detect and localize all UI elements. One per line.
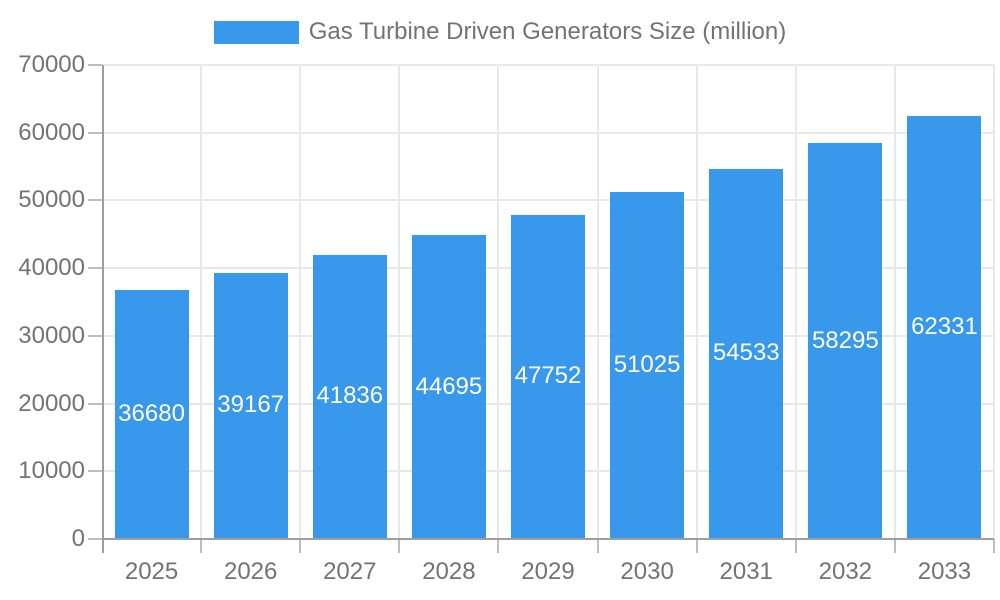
x-axis-tick-label: 2025 bbox=[124, 558, 179, 585]
bar-value-label: 47752 bbox=[514, 362, 582, 390]
y-axis-tick-label: 40000 bbox=[18, 254, 85, 282]
y-tick-mark bbox=[88, 267, 102, 270]
y-tick-mark bbox=[88, 199, 102, 202]
v-gridline bbox=[299, 65, 302, 539]
y-tick-mark bbox=[88, 334, 102, 337]
h-gridline bbox=[102, 131, 994, 134]
bar-value-label: 54533 bbox=[712, 339, 780, 367]
v-gridline bbox=[695, 65, 698, 539]
y-tick-mark bbox=[88, 538, 102, 540]
bar-value-label: 36680 bbox=[118, 399, 185, 427]
x-tick-mark bbox=[893, 539, 896, 553]
y-axis-tick-label: 60000 bbox=[18, 118, 85, 146]
y-axis-tick-label: 70000 bbox=[18, 51, 85, 78]
x-axis-tick-label: 2032 bbox=[818, 558, 873, 585]
x-axis-tick-label: 2033 bbox=[917, 558, 972, 585]
h-gridline bbox=[102, 199, 994, 202]
y-tick-mark bbox=[88, 470, 102, 473]
bar-value-label: 58295 bbox=[811, 326, 879, 354]
v-gridline bbox=[794, 65, 797, 539]
x-tick-mark bbox=[299, 539, 302, 553]
bar: 44695 bbox=[411, 235, 486, 538]
bar: 58295 bbox=[808, 143, 883, 538]
bar: 47752 bbox=[511, 214, 585, 538]
h-gridline bbox=[102, 64, 994, 66]
x-axis-tick-label: 2026 bbox=[223, 558, 278, 585]
v-gridline bbox=[893, 65, 896, 539]
bar: 54533 bbox=[709, 168, 784, 538]
x-tick-mark bbox=[497, 539, 500, 553]
x-tick-mark bbox=[695, 539, 698, 553]
x-axis-tick-label: 2028 bbox=[422, 558, 476, 585]
v-gridline bbox=[596, 65, 599, 539]
x-axis-tick-label: 2031 bbox=[719, 558, 773, 585]
y-tick-mark bbox=[88, 131, 102, 134]
bar-value-label: 41836 bbox=[316, 382, 384, 410]
bar: 51025 bbox=[610, 192, 685, 538]
y-tick-mark bbox=[88, 402, 102, 405]
y-axis-tick-label: 20000 bbox=[18, 389, 85, 417]
v-gridline bbox=[993, 65, 995, 539]
bar: 39167 bbox=[213, 272, 288, 538]
x-tick-mark bbox=[398, 539, 401, 553]
x-axis-tick-label: 2029 bbox=[521, 558, 575, 585]
v-gridline bbox=[398, 65, 401, 539]
v-gridline bbox=[497, 65, 500, 539]
x-tick-mark bbox=[596, 539, 599, 553]
y-axis-tick-label: 10000 bbox=[18, 457, 85, 485]
y-axis-tick-label: 0 bbox=[71, 525, 85, 552]
bar: 41836 bbox=[312, 254, 387, 538]
bar: 62331 bbox=[907, 115, 982, 538]
x-tick-mark bbox=[993, 539, 995, 553]
x-axis-line bbox=[102, 538, 994, 540]
bar: 36680 bbox=[114, 289, 189, 538]
x-axis-tick-label: 2027 bbox=[323, 558, 377, 585]
y-axis-tick-label: 30000 bbox=[18, 321, 85, 349]
chart-legend: Gas Turbine Driven Generators Size (mill… bbox=[0, 14, 1000, 50]
y-tick-mark bbox=[88, 64, 102, 66]
x-tick-mark bbox=[200, 539, 203, 553]
legend-swatch bbox=[213, 20, 299, 44]
bar-value-label: 51025 bbox=[613, 351, 681, 379]
bar-value-label: 62331 bbox=[911, 312, 978, 340]
x-tick-mark bbox=[794, 539, 797, 553]
bar-value-label: 39167 bbox=[217, 391, 285, 419]
x-axis-tick-label: 2030 bbox=[620, 558, 674, 585]
y-axis-tick-label: 50000 bbox=[18, 186, 85, 214]
y-axis-line bbox=[102, 65, 104, 553]
v-gridline bbox=[200, 65, 203, 539]
legend-label: Gas Turbine Driven Generators Size (mill… bbox=[308, 18, 787, 45]
bar-value-label: 44695 bbox=[415, 372, 483, 400]
